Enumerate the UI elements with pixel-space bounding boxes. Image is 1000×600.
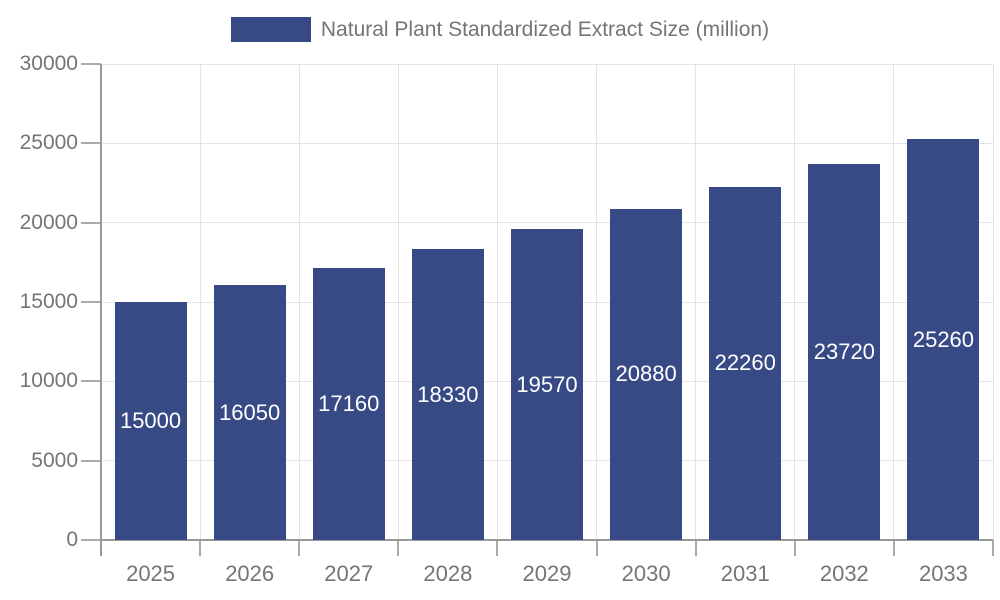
y-axis-tick bbox=[81, 63, 101, 65]
bar-2033[interactable] bbox=[907, 139, 980, 540]
x-axis-tick bbox=[992, 540, 994, 556]
y-tick-label: 0 bbox=[66, 528, 78, 551]
x-axis-line bbox=[101, 539, 993, 541]
bar-2031[interactable] bbox=[709, 186, 782, 540]
x-tick-label: 2026 bbox=[225, 561, 275, 586]
x-axis-tick bbox=[199, 540, 202, 556]
v-gridline bbox=[893, 64, 895, 540]
bar-value-label: 20880 bbox=[615, 361, 677, 387]
x-axis-tick bbox=[694, 540, 697, 556]
x-axis-tick bbox=[892, 540, 895, 556]
h-gridline bbox=[101, 222, 993, 224]
legend-label: Natural Plant Standardized Extract Size … bbox=[320, 18, 770, 41]
bar-2032[interactable] bbox=[808, 163, 881, 540]
x-tick-label: 2025 bbox=[126, 561, 176, 586]
x-tick-label: 2027 bbox=[324, 561, 374, 586]
y-axis-tick bbox=[81, 142, 101, 145]
legend-swatch-icon bbox=[230, 17, 311, 42]
x-tick-label: 2029 bbox=[522, 561, 572, 586]
x-tick-label: 2030 bbox=[621, 561, 671, 586]
bar-value-label: 17160 bbox=[318, 390, 380, 416]
y-axis-tick bbox=[81, 221, 101, 224]
y-tick-label: 5000 bbox=[31, 448, 78, 472]
legend: Natural Plant Standardized Extract Size … bbox=[0, 17, 1000, 42]
bar-value-label: 18330 bbox=[417, 381, 479, 407]
v-gridline bbox=[199, 64, 201, 540]
x-axis-tick bbox=[793, 540, 796, 556]
v-gridline bbox=[695, 64, 697, 540]
bar-2029[interactable] bbox=[511, 229, 583, 540]
h-gridline bbox=[101, 142, 993, 144]
bar-value-label: 22260 bbox=[714, 350, 776, 376]
y-tick-label: 15000 bbox=[19, 290, 78, 313]
bar-2028[interactable] bbox=[411, 249, 484, 540]
y-axis-tick bbox=[81, 459, 101, 462]
bar-2027[interactable] bbox=[312, 267, 385, 540]
y-tick-label: 10000 bbox=[19, 369, 78, 393]
v-gridline bbox=[992, 64, 994, 540]
h-gridline bbox=[101, 63, 993, 65]
bar-2030[interactable] bbox=[610, 208, 683, 540]
y-axis-tick bbox=[81, 380, 101, 383]
x-axis-tick bbox=[397, 540, 400, 556]
v-gridline bbox=[298, 64, 300, 540]
x-axis-tick bbox=[496, 540, 499, 556]
bar-value-label: 23720 bbox=[813, 338, 875, 364]
y-tick-label: 25000 bbox=[19, 131, 78, 155]
bar-2026[interactable] bbox=[213, 285, 286, 540]
y-tick-label: 30000 bbox=[19, 52, 78, 75]
bar-value-label: 16050 bbox=[219, 399, 281, 425]
x-tick-label: 2033 bbox=[918, 561, 968, 586]
x-tick-label: 2028 bbox=[423, 561, 473, 586]
bar-value-label: 25260 bbox=[912, 326, 975, 352]
v-gridline bbox=[794, 64, 796, 540]
v-gridline bbox=[596, 64, 598, 540]
y-axis-line bbox=[100, 64, 102, 556]
x-tick-label: 2031 bbox=[720, 561, 770, 586]
v-gridline bbox=[397, 64, 399, 540]
y-axis-tick bbox=[81, 301, 101, 303]
bar-2025[interactable] bbox=[114, 302, 187, 540]
bar-value-label: 19570 bbox=[516, 371, 578, 397]
y-tick-label: 20000 bbox=[19, 210, 78, 234]
v-gridline bbox=[496, 64, 498, 540]
legend-item[interactable]: Natural Plant Standardized Extract Size … bbox=[230, 17, 770, 42]
x-axis-tick bbox=[595, 540, 598, 556]
x-tick-label: 2032 bbox=[819, 561, 869, 586]
x-axis-tick bbox=[298, 540, 301, 556]
bar-value-label: 15000 bbox=[119, 408, 182, 433]
y-axis-tick bbox=[81, 539, 101, 541]
